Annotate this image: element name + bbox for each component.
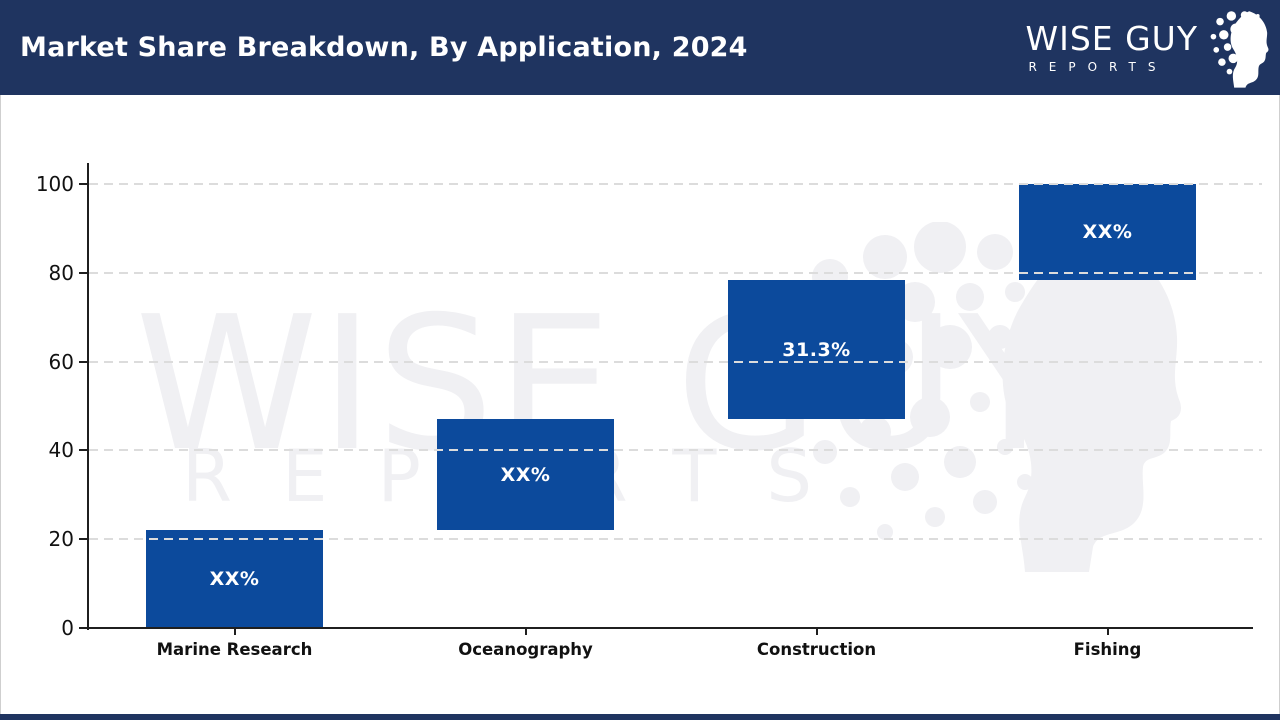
- bar-value-label: XX%: [1082, 221, 1133, 244]
- bar-construction: 31.3%: [728, 280, 905, 420]
- gridline-80: [89, 271, 1262, 274]
- y-tick-mark: [79, 183, 88, 185]
- gridline-100: [89, 183, 1262, 185]
- watermark-face-icon: [790, 222, 1181, 572]
- logo-wordmark: WISE GUY: [1025, 18, 1198, 58]
- bar-value-label: XX%: [500, 463, 551, 486]
- gridline-60: [89, 360, 1262, 363]
- logo: WISE GUY REPORTS: [1025, 0, 1270, 95]
- bar-oceanography: XX%: [437, 419, 614, 531]
- header: Market Share Breakdown, By Application, …: [0, 0, 1280, 95]
- footer-bar: [0, 714, 1280, 720]
- x-tick-mark: [233, 629, 236, 635]
- logo-text: WISE GUY REPORTS: [1025, 22, 1198, 74]
- category-label-oceanography: Oceanography: [458, 640, 593, 659]
- y-tick-label: 20: [48, 527, 74, 552]
- category-label-construction: Construction: [756, 640, 877, 659]
- gridline-20: [89, 538, 1262, 541]
- gridline-40: [89, 449, 1262, 452]
- y-tick-label: 60: [48, 349, 74, 374]
- x-tick-mark: [524, 629, 527, 635]
- y-tick-label: 100: [35, 172, 74, 196]
- bar-marine-research: XX%: [146, 530, 323, 628]
- x-tick-mark: [1106, 629, 1109, 635]
- y-tick-mark: [79, 271, 88, 274]
- category-label-marine-research: Marine Research: [156, 640, 313, 659]
- x-tick-mark: [815, 629, 818, 635]
- y-tick-label: 80: [48, 260, 74, 285]
- logo-face-icon: [1210, 10, 1269, 88]
- y-tick-label: 0: [61, 616, 74, 640]
- y-tick-mark: [79, 538, 88, 541]
- category-label-fishing: Fishing: [1073, 640, 1142, 659]
- y-axis: [87, 163, 89, 630]
- y-tick-mark: [79, 627, 88, 629]
- y-tick-mark: [79, 360, 88, 363]
- bar-value-label: XX%: [209, 568, 260, 591]
- page-title: Market Share Breakdown, By Application, …: [20, 32, 748, 63]
- y-tick-mark: [79, 449, 88, 452]
- y-tick-label: 40: [48, 438, 74, 463]
- bar-fishing: XX%: [1019, 184, 1196, 281]
- bar-value-label: 31.3%: [782, 338, 851, 361]
- x-axis: [87, 627, 1253, 629]
- logo-reports: REPORTS: [1028, 59, 1168, 74]
